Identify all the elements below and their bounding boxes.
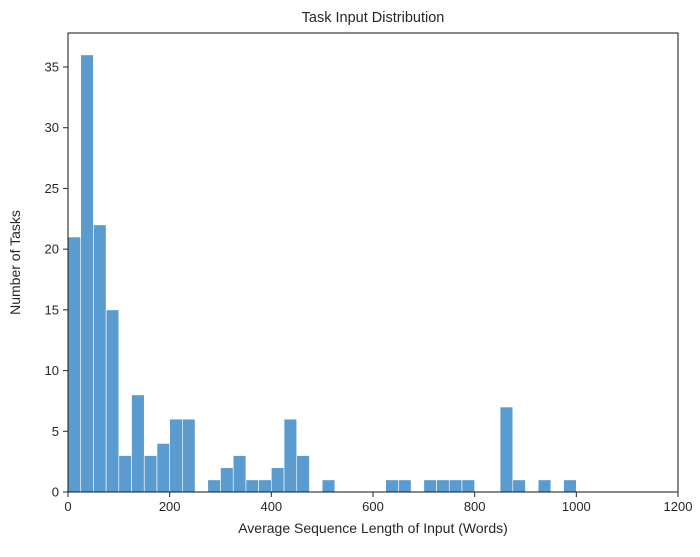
histogram-bar xyxy=(131,394,145,493)
y-tick-label: 20 xyxy=(45,242,59,257)
histogram-bar xyxy=(385,479,399,493)
histogram-bar xyxy=(232,455,247,493)
x-axis-label: Average Sequence Length of Input (Words) xyxy=(238,520,508,536)
x-tick-label: 800 xyxy=(464,499,486,514)
histogram-bar xyxy=(296,455,310,493)
histogram-bar xyxy=(512,479,526,493)
plot-area: 0 200 400 600 800 1000 1200 0 5 10 15 20 25 30 35 xyxy=(45,32,693,514)
x-tick-label: 200 xyxy=(159,499,181,514)
histogram-bar xyxy=(398,479,412,493)
histogram-bar xyxy=(283,418,298,493)
plot-border xyxy=(67,32,679,493)
y-tick-label: 15 xyxy=(45,302,59,317)
histogram-bar xyxy=(67,236,82,493)
histogram-bar xyxy=(499,406,514,493)
histogram-bar xyxy=(156,443,170,493)
y-tick-label: 5 xyxy=(52,424,59,439)
histogram-bar xyxy=(321,479,336,493)
histogram-bar xyxy=(169,418,183,493)
histogram-bar xyxy=(461,479,475,493)
y-axis-label: Number of Tasks xyxy=(7,210,23,315)
histogram-bar xyxy=(93,224,107,493)
y-tick-label: 10 xyxy=(45,363,59,378)
x-tick-label: 1000 xyxy=(562,499,591,514)
histogram-bar xyxy=(220,467,234,493)
histogram-bar xyxy=(245,479,259,493)
y-tick-label: 35 xyxy=(45,60,59,75)
histogram-bar xyxy=(143,455,158,493)
histogram-bar xyxy=(118,455,132,493)
y-tick-label: 30 xyxy=(45,120,59,135)
y-tick-label: 25 xyxy=(45,181,59,196)
histogram-bar xyxy=(436,479,450,493)
x-tick-label: 600 xyxy=(362,499,384,514)
x-tick-label: 400 xyxy=(260,499,282,514)
histogram-bar xyxy=(448,479,463,493)
histogram-bar xyxy=(258,479,272,493)
histogram-bar xyxy=(423,479,437,493)
histogram-bar xyxy=(563,479,577,493)
x-tick-label: 0 xyxy=(64,499,71,514)
histogram-bar xyxy=(271,467,285,493)
histogram-bar xyxy=(105,309,120,493)
chart-title: Task Input Distribution xyxy=(302,10,445,26)
histogram-bar xyxy=(182,418,196,493)
histogram-bar xyxy=(207,479,221,493)
x-tick-label: 1200 xyxy=(664,499,693,514)
histogram-bar xyxy=(80,54,94,493)
histogram-bar xyxy=(537,479,552,493)
y-tick-label: 0 xyxy=(52,485,59,500)
